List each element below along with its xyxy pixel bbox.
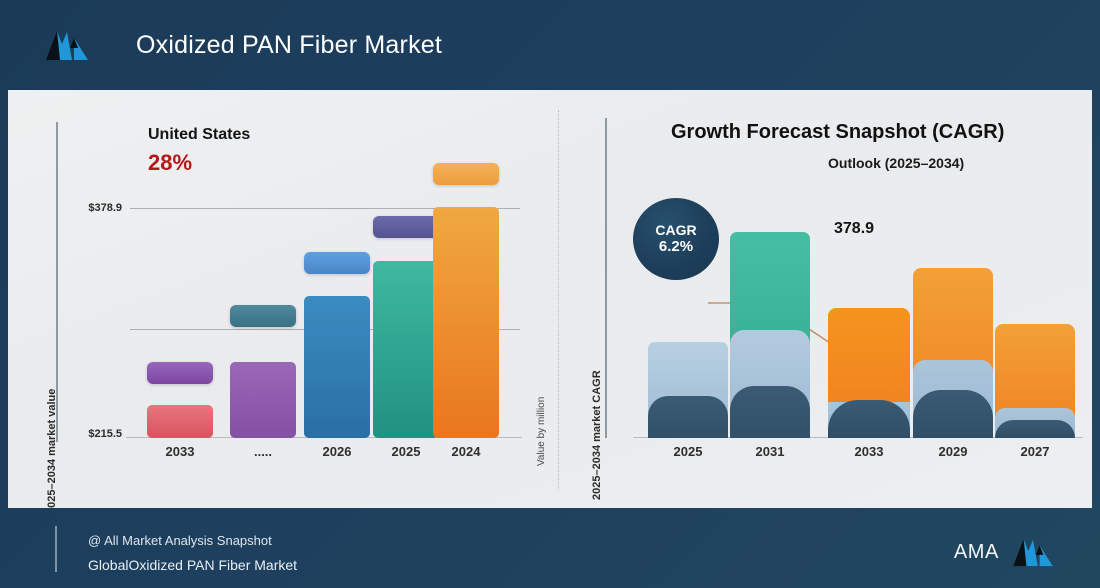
left-bar-cap-2026 [304, 252, 370, 274]
cagr-callout-label: CAGR [655, 221, 697, 238]
left-y-axis-line [56, 122, 58, 442]
left-bar-2033[interactable] [147, 405, 213, 438]
right-chart-title: Growth Forecast Snapshot (CAGR) [671, 121, 1005, 143]
page-footer: @ All Market Analysis Snapshot GlobalOxi… [0, 508, 1100, 588]
footer-accent-rule [55, 526, 57, 572]
footer-line-2: GlobalOxidized PAN Fiber Market [88, 557, 298, 573]
right-y-axis-line [605, 118, 607, 438]
ama-mountain-logo-icon [1013, 538, 1053, 567]
right-bar-2025-base[interactable] [648, 396, 728, 438]
right-bar-2029-base[interactable] [913, 390, 993, 438]
page-title: Oxidized PAN Fiber Market [136, 30, 443, 59]
footer-brand: AMA [954, 536, 1056, 568]
page-header: Oxidized PAN Fiber Market [0, 0, 1100, 90]
charts-card: 2025–2034 market value Value by million … [8, 90, 1092, 508]
right-bar-2033-data-label: 378.9 [834, 220, 875, 237]
left-xtick-2: 2026 [322, 444, 352, 459]
left-share-value: 28% [148, 150, 193, 175]
right-xtick-3: 2029 [938, 444, 968, 459]
right-bar-2027-base[interactable] [995, 420, 1075, 438]
cagr-callout-value: 6.2% [658, 238, 694, 256]
footer-brand-word: AMA [953, 540, 999, 563]
cagr-callout-bubble[interactable]: CAGR 6.2% [633, 198, 719, 280]
left-bar-cap-dots [230, 305, 296, 327]
right-xtick-1: 2031 [755, 444, 785, 459]
left-xtick-1: ..... [253, 444, 273, 459]
left-ytick-upper: $378.9 [88, 202, 122, 214]
left-bar-cap-2024 [433, 163, 499, 185]
right-chart-subtitle: Outlook (2025–2034) [828, 155, 965, 171]
panel-divider [558, 110, 559, 490]
left-bar-2024[interactable] [433, 207, 499, 438]
right-bar-2031-base[interactable] [730, 386, 810, 438]
left-xtick-4: 2024 [451, 444, 481, 459]
left-bar-2025[interactable] [373, 261, 439, 438]
right-xtick-0: 2025 [673, 444, 703, 459]
left-xtick-3: 2025 [391, 444, 421, 459]
left-bar-cap-2025 [373, 216, 439, 238]
left-secondary-axis-label: Value by million [536, 396, 547, 466]
right-xtick-4: 2027 [1020, 444, 1050, 459]
ama-mountain-logo-icon [46, 31, 88, 60]
left-bar-2026[interactable] [304, 296, 370, 438]
left-bar-cap-2033 [147, 362, 213, 384]
right-bar-2033-base[interactable] [828, 400, 910, 438]
right-y-axis-label: 2025–2034 market CAGR [591, 370, 603, 500]
footer-line-1: @ All Market Analysis Snapshot [88, 533, 272, 548]
left-country-label: United States [148, 126, 251, 143]
left-xtick-0: 2033 [165, 444, 195, 459]
left-ytick-lower: $215.5 [88, 428, 122, 440]
left-gridline-upper [130, 208, 520, 209]
left-bar-dots[interactable] [230, 362, 296, 438]
right-xtick-2: 2033 [854, 444, 884, 459]
